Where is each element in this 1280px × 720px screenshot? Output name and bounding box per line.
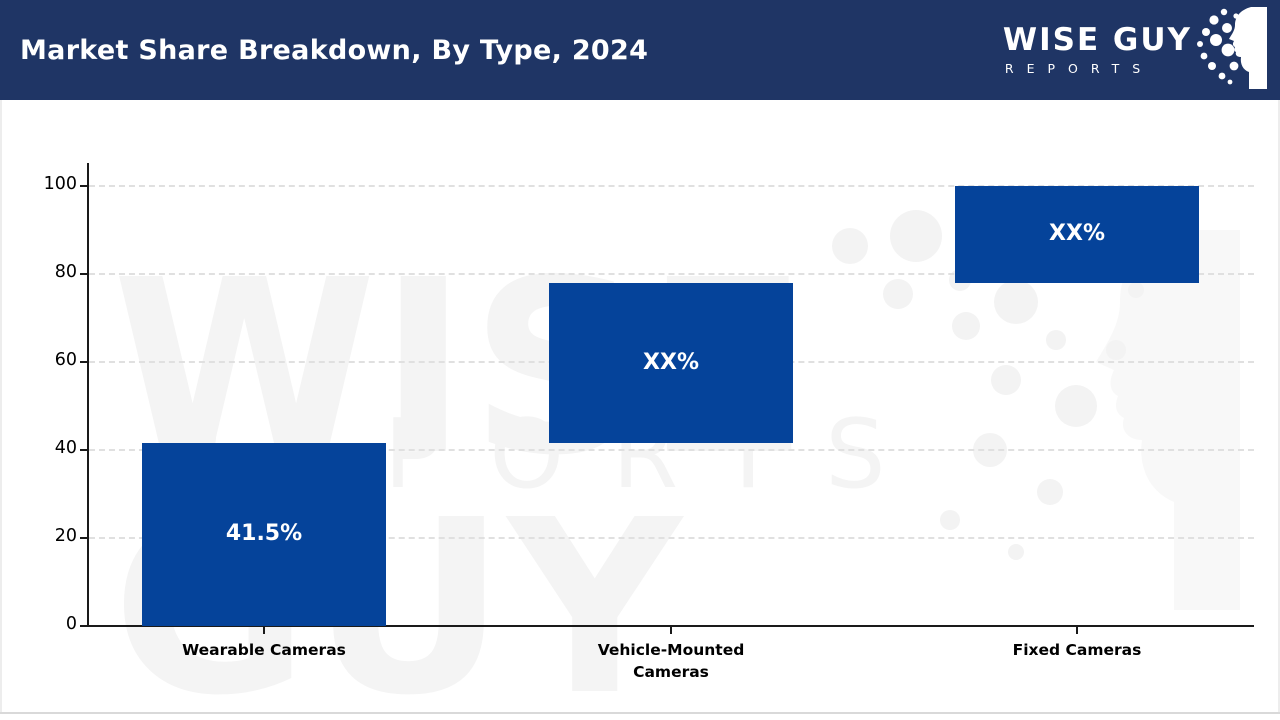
gridline-100	[89, 185, 1254, 187]
header-bar: Market Share Breakdown, By Type, 2024 WI…	[0, 0, 1280, 100]
gridline-40	[89, 449, 1254, 451]
x-axis-category-label: Fixed Cameras	[1012, 641, 1142, 659]
y-axis-tick-label: 20	[54, 526, 77, 546]
page-left-border	[0, 100, 2, 714]
y-axis-tick-mark	[80, 273, 88, 275]
page-bottom-border	[0, 712, 1280, 714]
bar-wearable-cameras	[142, 443, 386, 626]
y-axis-tick-mark	[80, 185, 88, 187]
x-axis-category-label: Vehicle-Mounted Cameras	[597, 641, 745, 681]
y-axis-tick-label: 80	[54, 262, 77, 282]
y-axis-tick-mark	[80, 449, 88, 451]
x-axis-tick-mark	[670, 627, 672, 634]
y-axis-line	[87, 163, 89, 626]
y-axis-tick-label: 40	[54, 438, 77, 458]
y-axis-tick-label: 0	[65, 614, 77, 634]
logo-text: WISE GUY REPORTS	[1002, 21, 1192, 76]
bar-vehicle-mounted-cameras	[549, 282, 793, 444]
logo-subtitle: REPORTS	[1004, 60, 1154, 76]
y-axis-tick-mark	[80, 361, 88, 363]
logo-wordmark: WISE GUY	[1002, 21, 1192, 58]
wise-guy-reports-logo: WISE GUY REPORTS	[1003, 6, 1268, 94]
y-axis-tick-mark	[80, 537, 88, 539]
x-axis-tick-mark	[1076, 627, 1078, 634]
gridline-80	[89, 273, 1254, 275]
x-axis-tick-mark	[263, 627, 265, 634]
dotted-head-profile-icon	[1194, 6, 1268, 94]
page-right-border	[1278, 100, 1280, 714]
y-axis-tick-label: 60	[54, 350, 77, 370]
page-title: Market Share Breakdown, By Type, 2024	[20, 34, 649, 66]
x-axis-category-label: Wearable Cameras	[182, 641, 346, 659]
gridline-20	[89, 537, 1254, 539]
bar-value-label: XX%	[643, 349, 699, 375]
y-axis-tick-mark	[80, 625, 88, 627]
y-axis-tick-label: 100	[43, 174, 77, 194]
x-axis-line	[87, 625, 1254, 627]
bar-value-label: 41.5%	[225, 521, 303, 547]
bar-value-label: XX%	[1049, 221, 1105, 246]
